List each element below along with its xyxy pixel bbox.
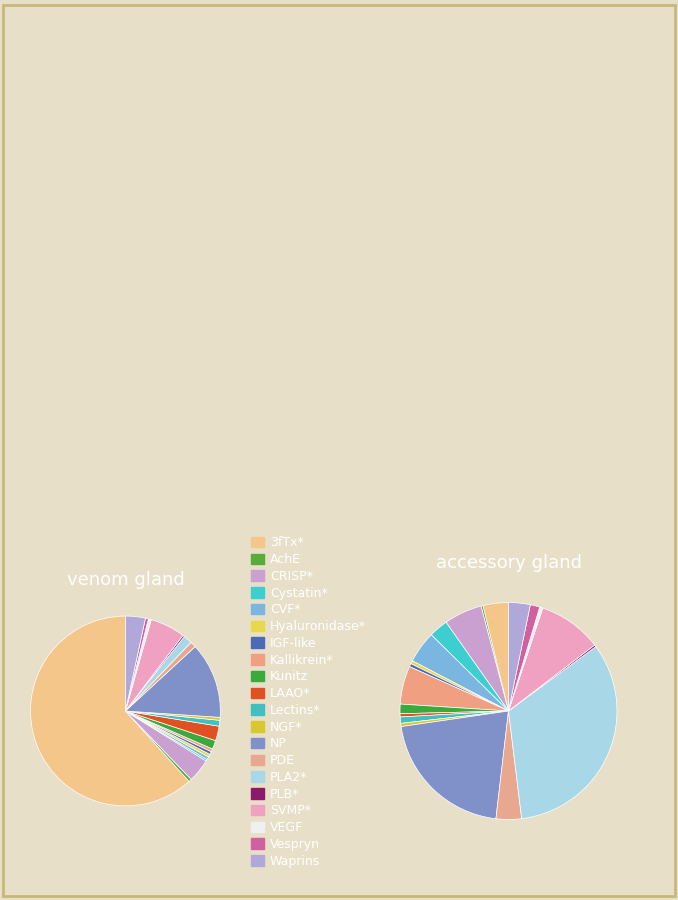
Wedge shape [125, 646, 220, 717]
Wedge shape [125, 619, 151, 711]
Wedge shape [125, 711, 212, 754]
Legend: 3fTx*, AchE, CRISP*, Cystatin*, CVF*, Hyaluronidase*, IGF-like, Kallikrein*, Kun: 3fTx*, AchE, CRISP*, Cystatin*, CVF*, Hy… [251, 536, 366, 868]
Wedge shape [125, 635, 184, 711]
Wedge shape [125, 711, 220, 726]
Wedge shape [125, 711, 209, 760]
Wedge shape [400, 667, 508, 711]
Title: accessory gland: accessory gland [435, 554, 582, 572]
Wedge shape [125, 619, 183, 711]
Wedge shape [400, 711, 508, 724]
Wedge shape [431, 622, 508, 711]
Wedge shape [410, 663, 508, 711]
Wedge shape [483, 602, 508, 711]
Wedge shape [400, 711, 508, 717]
Wedge shape [411, 661, 508, 711]
Wedge shape [481, 606, 508, 711]
Wedge shape [125, 711, 216, 749]
Wedge shape [400, 704, 508, 714]
Title: venom gland: venom gland [66, 572, 184, 590]
Wedge shape [125, 711, 219, 741]
Wedge shape [412, 634, 508, 711]
Wedge shape [125, 643, 195, 711]
Wedge shape [508, 605, 540, 711]
Wedge shape [125, 616, 146, 711]
Wedge shape [508, 646, 617, 819]
Wedge shape [125, 618, 148, 711]
Wedge shape [401, 711, 508, 819]
Wedge shape [125, 711, 210, 757]
Wedge shape [508, 608, 543, 711]
Wedge shape [125, 711, 220, 720]
Wedge shape [31, 616, 189, 806]
Wedge shape [125, 711, 206, 779]
Wedge shape [446, 606, 508, 711]
Wedge shape [508, 608, 595, 711]
Wedge shape [125, 636, 191, 711]
Wedge shape [496, 711, 521, 820]
Wedge shape [508, 645, 596, 711]
Wedge shape [125, 711, 191, 781]
Wedge shape [401, 711, 508, 726]
Wedge shape [125, 711, 207, 761]
Wedge shape [125, 711, 212, 751]
Wedge shape [508, 602, 530, 711]
